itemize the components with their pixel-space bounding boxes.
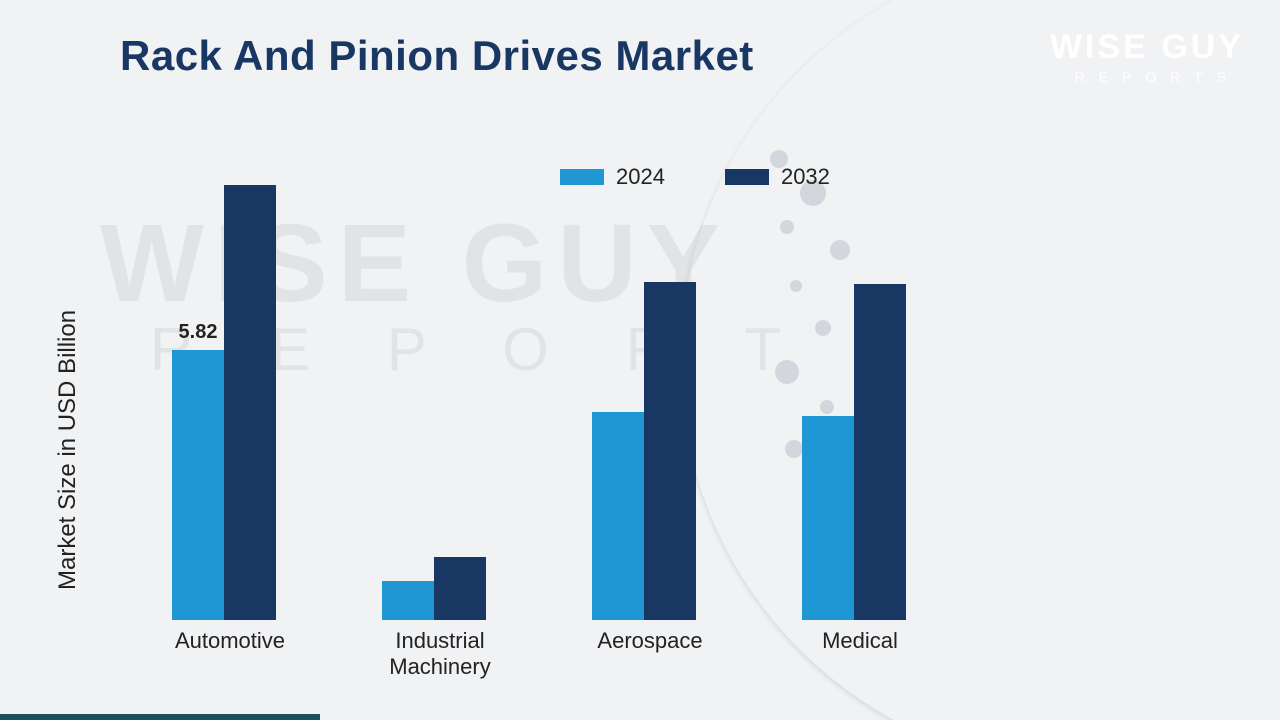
bottom-strip — [0, 714, 320, 720]
chart-stage: Rack And Pinion Drives Market WISE GUY R… — [0, 0, 1280, 720]
bar — [644, 282, 696, 620]
x-axis-label: Medical — [760, 628, 960, 654]
chart-title: Rack And Pinion Drives Market — [120, 32, 754, 80]
bar — [854, 284, 906, 620]
brand-line1: WISE GUY — [994, 28, 1244, 67]
x-axis-label: Aerospace — [550, 628, 750, 654]
x-axis-label: Automotive — [130, 628, 330, 654]
brand-logo: WISE GUY REPORTS — [994, 28, 1244, 85]
plot-area: 5.82 — [140, 180, 920, 620]
brand-line2: REPORTS — [994, 69, 1240, 85]
x-axis-label: IndustrialMachinery — [340, 628, 540, 680]
bar — [434, 557, 486, 620]
bar — [224, 185, 276, 620]
bar — [172, 350, 224, 620]
y-axis-label: Market Size in USD Billion — [54, 310, 82, 590]
bar — [382, 581, 434, 620]
bar — [592, 412, 644, 620]
bar — [802, 416, 854, 620]
value-label: 5.82 — [168, 321, 228, 344]
